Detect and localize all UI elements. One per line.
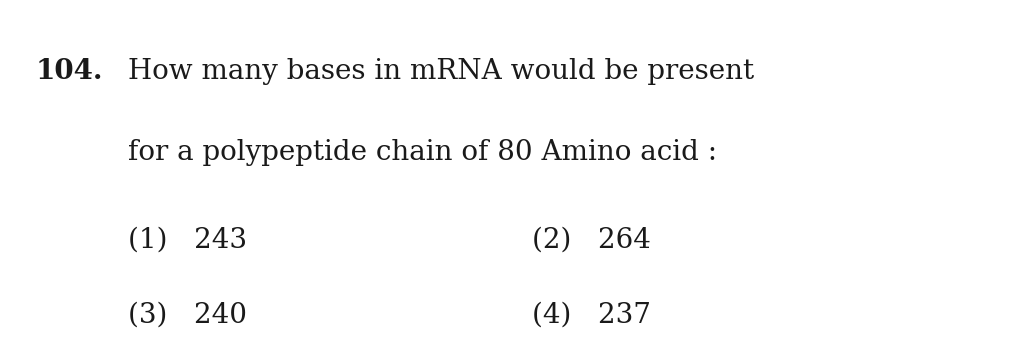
Text: (2)   264: (2) 264	[532, 226, 651, 253]
Text: (1)   243: (1) 243	[128, 226, 247, 253]
Text: (4)   237: (4) 237	[532, 301, 651, 329]
Text: How many bases in mRNA would be present: How many bases in mRNA would be present	[128, 58, 754, 85]
Text: (3)   240: (3) 240	[128, 301, 247, 329]
Text: 104.: 104.	[36, 58, 103, 85]
Text: for a polypeptide chain of 80 Amino acid :: for a polypeptide chain of 80 Amino acid…	[128, 139, 717, 166]
